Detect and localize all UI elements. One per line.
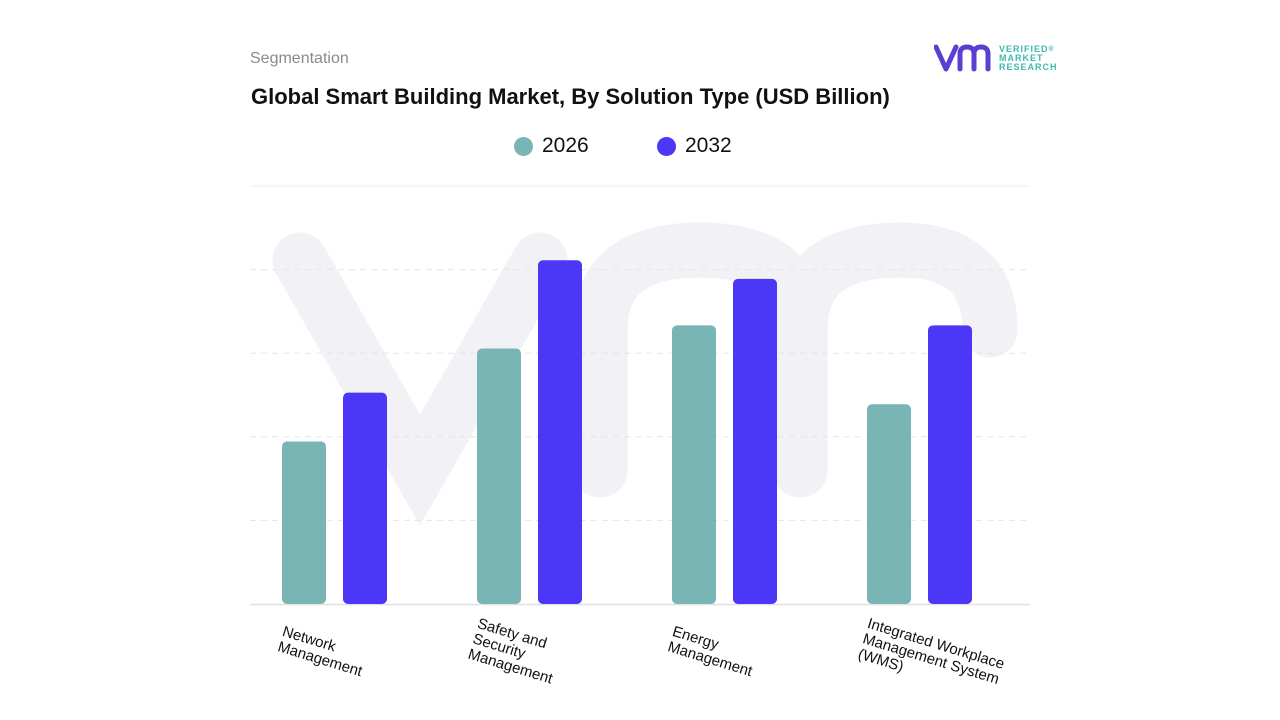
verified-market-research-logo: VERIFIED® MARKET RESEARCH: [934, 42, 1058, 74]
legend-label-2026: 2026: [542, 134, 589, 157]
legend-item-2026: 2026: [514, 134, 589, 158]
bar-2026-3: [867, 404, 911, 604]
logo-line-1: VERIFIED: [999, 43, 1049, 54]
registered-mark: ®: [1048, 45, 1055, 53]
legend-item-2032: 2032: [657, 134, 732, 158]
bar-2032-3: [928, 325, 972, 604]
segmentation-label: Segmentation: [250, 50, 349, 67]
legend-label-2032: 2032: [685, 134, 732, 157]
vmr-logo-icon: [934, 44, 991, 72]
bar-2032-0: [343, 392, 387, 604]
legend-swatch-2032: [657, 136, 676, 156]
bar-2026-0: [282, 441, 326, 604]
logo-line-3: RESEARCH: [999, 61, 1058, 72]
watermark-logo: [272, 222, 1018, 526]
bar-2026-2: [672, 325, 716, 604]
legend-swatch-2026: [514, 136, 533, 156]
logo-line-2: MARKET: [999, 52, 1044, 63]
chart-title: Global Smart Building Market, By Solutio…: [251, 84, 890, 109]
bar-2032-1: [538, 260, 582, 604]
bar-2026-1: [477, 348, 521, 604]
logo-wordmark: VERIFIED® MARKET RESEARCH: [999, 43, 1058, 72]
chart-legend: 2026 2032: [0, 134, 1280, 164]
bar-2032-2: [733, 278, 777, 604]
